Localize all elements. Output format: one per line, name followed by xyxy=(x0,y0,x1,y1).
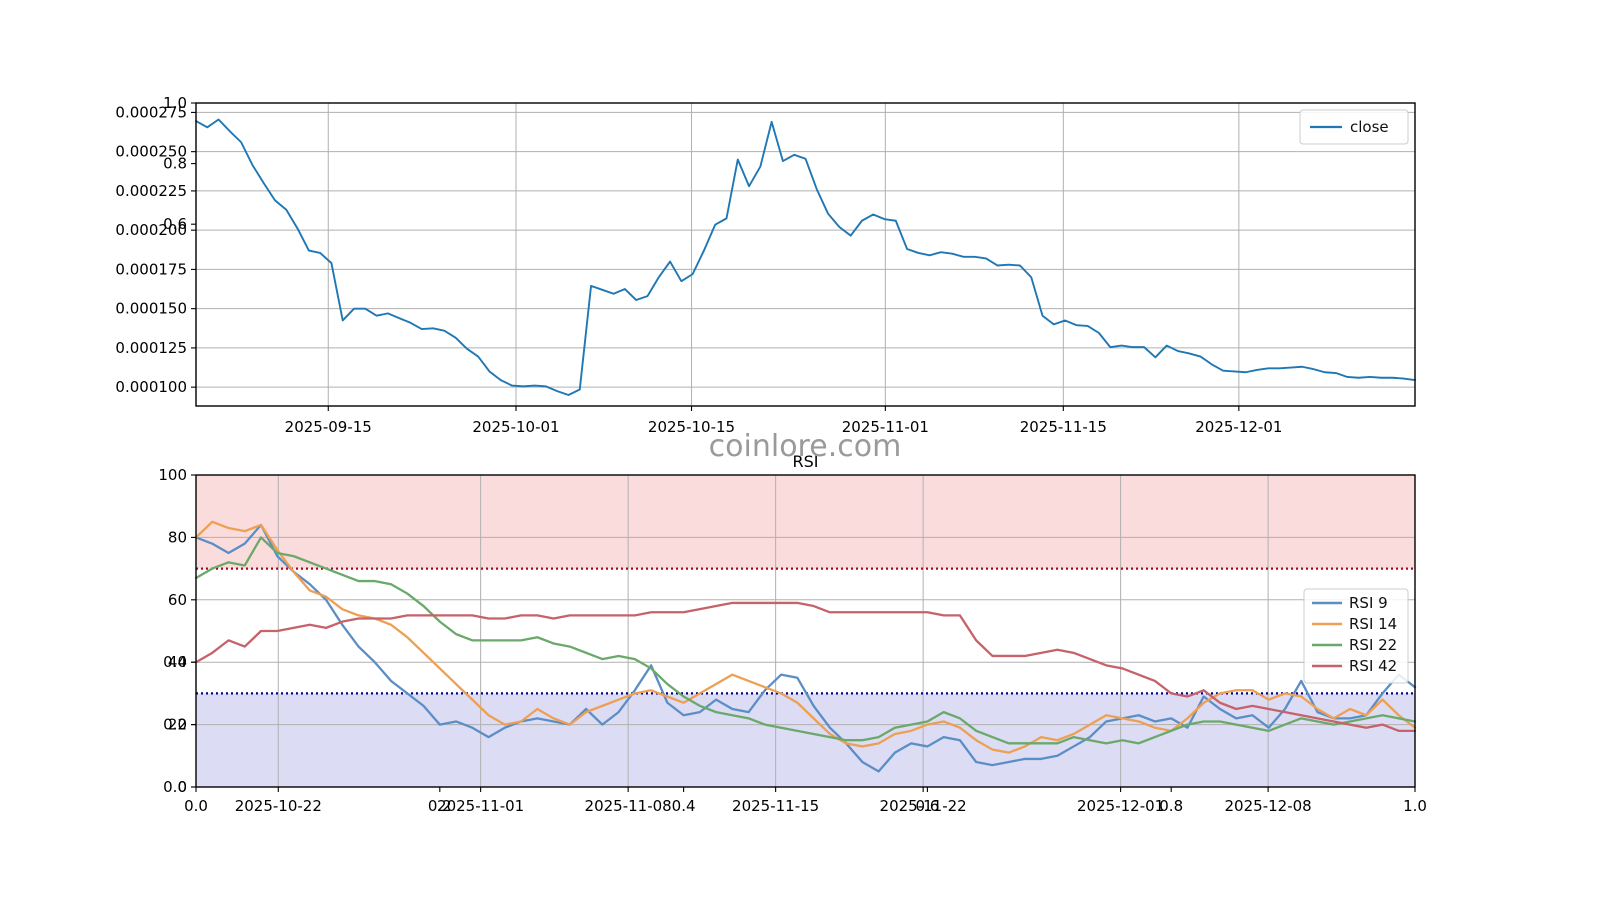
rsi-x-tick-label: 2025-11-22 xyxy=(880,797,967,815)
rsi-overlay-x-axis: 0.0 0.2 0.4 0.6 0.8 1.0 xyxy=(184,787,1427,815)
price-overlay-y-tick-label: 0.8 xyxy=(163,155,187,173)
rsi-x-tick-label: 2025-12-08 xyxy=(1225,797,1312,815)
price-y-tick-label: 0.000125 xyxy=(115,339,187,357)
rsi-series xyxy=(194,520,1417,773)
rsi-overlay-x-tick-label: 0.2 xyxy=(428,797,452,815)
price-legend-box xyxy=(1299,109,1409,145)
price-overlay-y-tick-label: 0.6 xyxy=(163,215,187,233)
rsi-legend[interactable]: RSI 9 RSI 14 RSI 22 RSI 42 xyxy=(1303,588,1409,684)
rsi-x-tick-label: 2025-12-01 xyxy=(1077,797,1164,815)
rsi-y-tick-label: 80 xyxy=(168,528,187,546)
price-x-tick-label: 2025-10-15 xyxy=(648,418,735,436)
rsi-overlay-y-tick-label: 0.2 xyxy=(163,716,187,734)
watermark: coinlore.com xyxy=(709,429,902,464)
rsi-y-axis: 0 20 40 60 80 100 xyxy=(158,466,196,796)
price-x-tick-label: 2025-10-01 xyxy=(472,418,559,436)
rsi-x-axis: 2025-10-22 2025-11-01 2025-11-08 2025-11-15… xyxy=(235,787,1312,815)
price-plot-background xyxy=(196,103,1415,406)
rsi-legend-label-rsi-14: RSI 14 xyxy=(1349,615,1397,633)
rsi-overlay-x-tick-label: 0.8 xyxy=(1159,797,1183,815)
price-y-tick-label: 0.000225 xyxy=(115,182,187,200)
price-panel: 0.000100 0.000125 0.000150 0.000175 0.000200… xyxy=(115,94,1416,436)
rsi-panel: 0 20 40 60 80 100 0.0 0.2 0.4 2025-10-22 2025-11-0… xyxy=(158,452,1427,815)
rsi-y-tick-label: 20 xyxy=(168,716,187,734)
rsi-legend-label-rsi-42: RSI 42 xyxy=(1349,657,1397,675)
price-legend[interactable]: close xyxy=(1299,109,1409,145)
rsi-legend-label-rsi-22: RSI 22 xyxy=(1349,636,1397,654)
price-overlay-y-tick-label: 1.0 xyxy=(163,94,187,112)
rsi-y-tick-label: 40 xyxy=(168,653,187,671)
rsi-line-rsi-14 xyxy=(194,520,1417,754)
rsi-overlay-y-tick-label: 0.0 xyxy=(163,778,187,796)
price-gridlines xyxy=(196,103,1415,406)
watermark-text: coinlore.com xyxy=(709,429,902,464)
price-y-axis: 0.000100 0.000125 0.000150 0.000175 0.000200… xyxy=(115,103,196,396)
price-x-axis: 2025-09-15 2025-10-01 2025-10-15 2025-11-01… xyxy=(285,406,1282,436)
price-x-tick-label: 2025-11-01 xyxy=(842,418,929,436)
price-overlay-y-axis: 0.6 0.8 1.0 xyxy=(163,94,196,233)
rsi-x-tick-label: 2025-10-22 xyxy=(235,797,322,815)
price-y-tick-label: 0.000275 xyxy=(115,103,187,121)
rsi-x-tick-label: 2025-11-01 xyxy=(437,797,524,815)
rsi-y-tick-label: 60 xyxy=(168,591,187,609)
price-legend-label-close: close xyxy=(1350,118,1389,136)
rsi-title: RSI xyxy=(793,452,819,471)
rsi-legend-box xyxy=(1303,588,1409,684)
rsi-x-tick-label: 2025-11-08 xyxy=(585,797,672,815)
price-y-tick-label: 0.000175 xyxy=(115,260,187,278)
rsi-legend-label-rsi-9: RSI 9 xyxy=(1349,594,1388,612)
rsi-axes-frame xyxy=(195,474,1416,788)
price-x-tick-label: 2025-11-15 xyxy=(1020,418,1107,436)
rsi-overlay-x-tick-label: 0.6 xyxy=(915,797,939,815)
rsi-y-tick-label: 100 xyxy=(158,466,187,484)
rsi-line-rsi-22 xyxy=(194,536,1417,745)
rsi-overlay-y-tick-label: 0.4 xyxy=(163,653,187,671)
price-x-tick-label: 2025-12-01 xyxy=(1195,418,1282,436)
rsi-y-tick-label: 0 xyxy=(177,778,187,796)
price-y-tick-label: 0.000200 xyxy=(115,221,187,239)
price-x-tick-label: 2025-09-15 xyxy=(285,418,372,436)
rsi-overlay-x-tick-label: 1.0 xyxy=(1403,797,1427,815)
price-line-close xyxy=(195,118,1416,396)
price-y-tick-label: 0.000150 xyxy=(115,300,187,318)
rsi-overbought-band xyxy=(196,475,1415,569)
price-y-tick-label: 0.000100 xyxy=(115,378,187,396)
rsi-line-rsi-42 xyxy=(194,601,1417,732)
price-y-tick-label: 0.000250 xyxy=(115,143,187,161)
rsi-overlay-x-tick-label: 0.4 xyxy=(672,797,696,815)
rsi-overlay-x-tick-label: 0.0 xyxy=(184,797,208,815)
rsi-x-tick-label: 2025-11-15 xyxy=(732,797,819,815)
price-axes-frame xyxy=(195,102,1416,407)
rsi-overlay-y-axis: 0.0 0.2 0.4 xyxy=(163,653,196,796)
rsi-line-rsi-9 xyxy=(194,523,1417,773)
rsi-threshold-lines xyxy=(196,567,1415,695)
